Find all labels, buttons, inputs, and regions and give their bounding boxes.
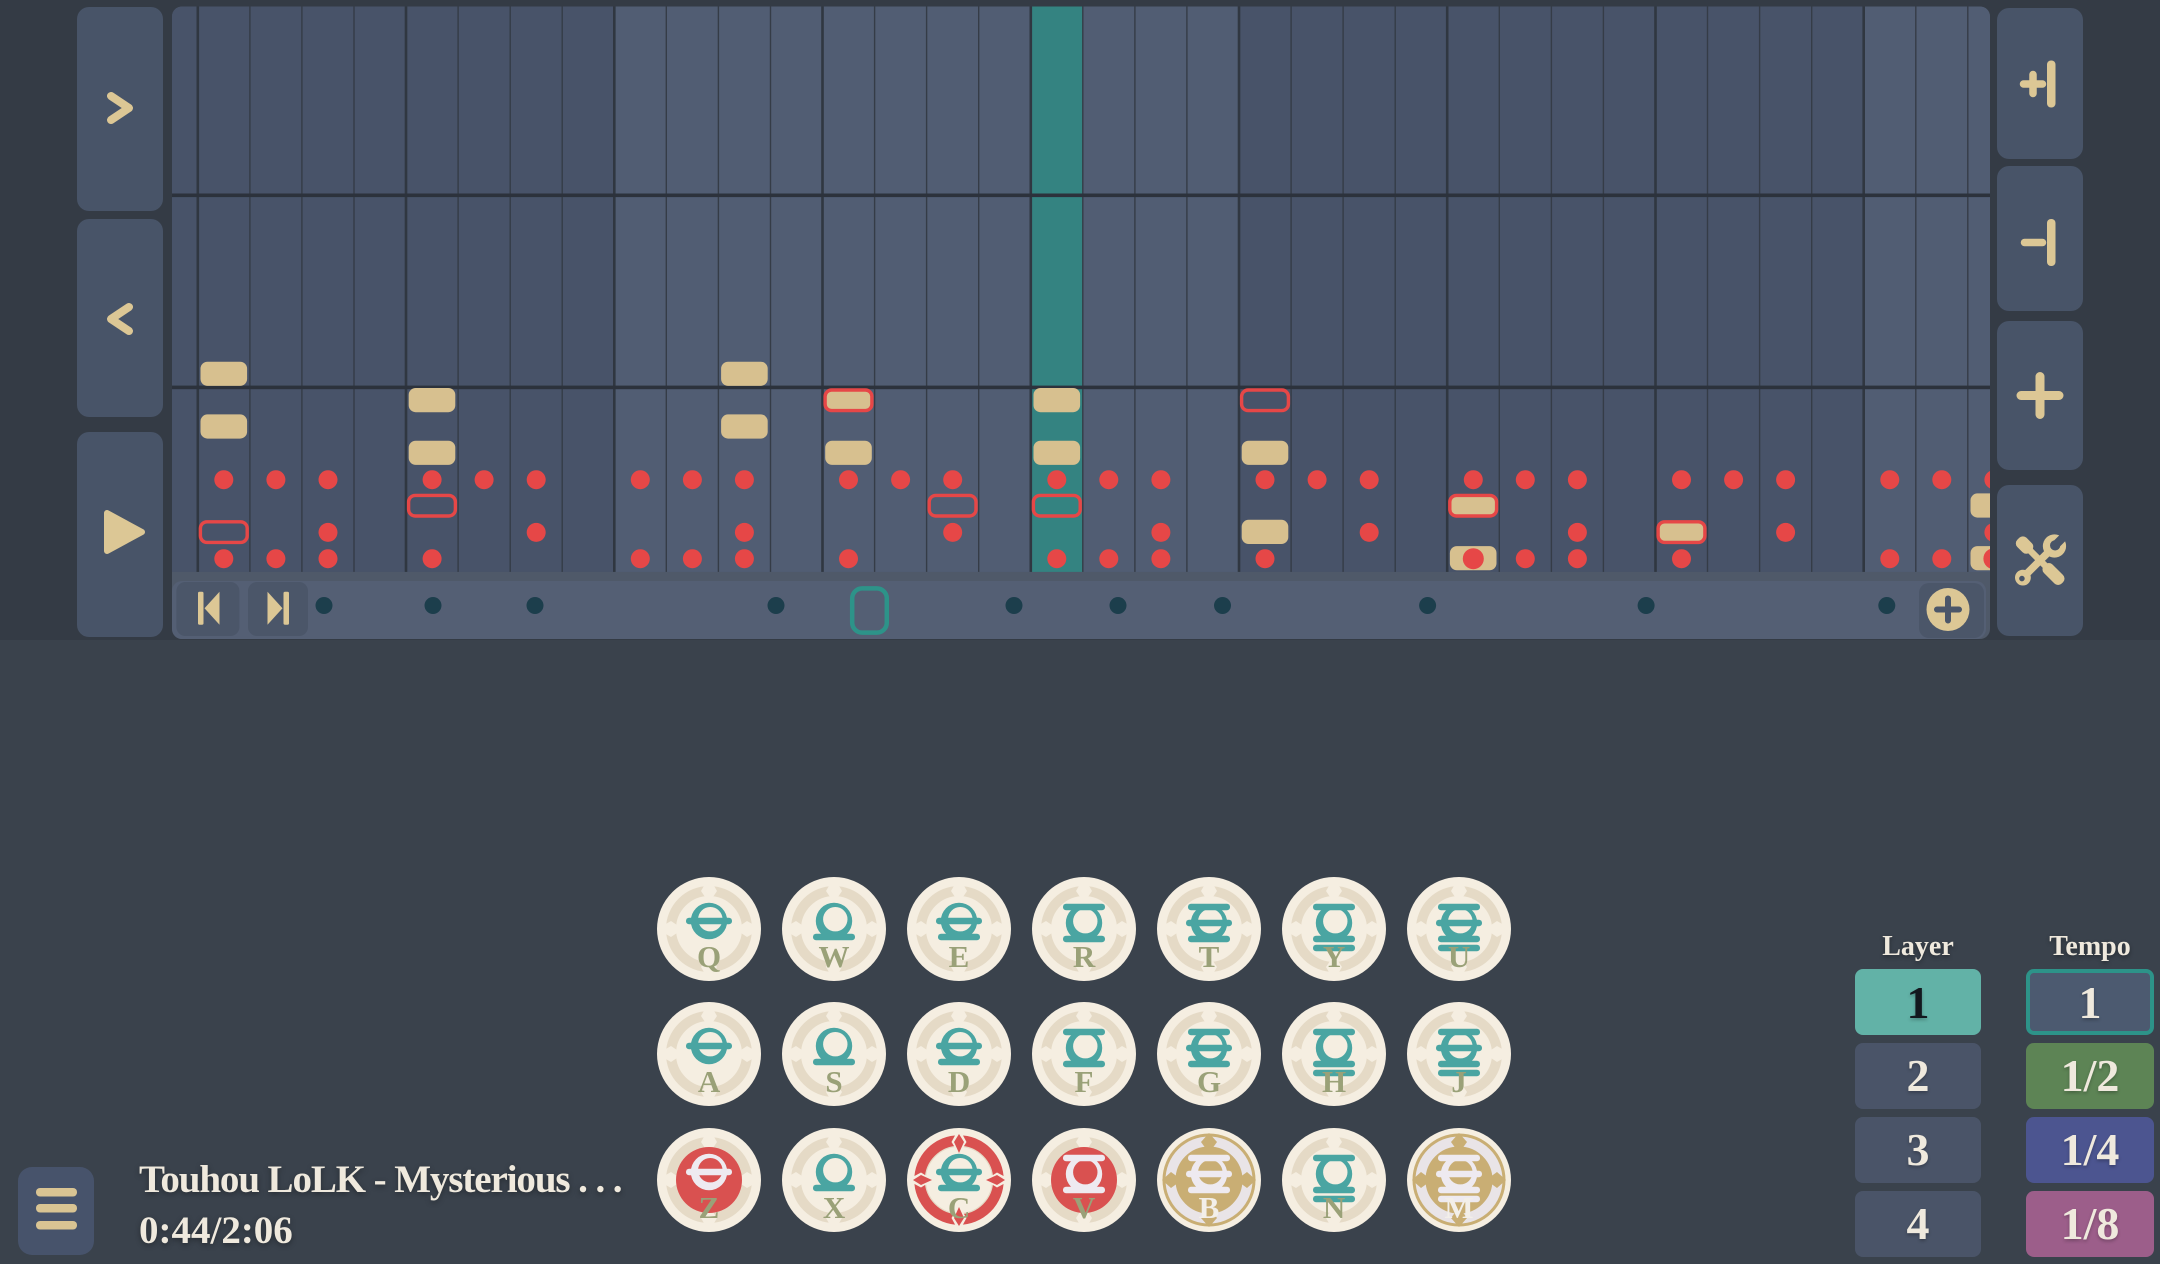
svg-text:M: M bbox=[1444, 1190, 1473, 1225]
svg-text:D: D bbox=[948, 1064, 970, 1099]
svg-text:U: U bbox=[1448, 939, 1470, 974]
svg-text:E: E bbox=[949, 939, 970, 974]
svg-text:F: F bbox=[1075, 1064, 1094, 1099]
svg-text:J: J bbox=[1451, 1064, 1467, 1099]
svg-text:W: W bbox=[819, 939, 850, 974]
svg-text:S: S bbox=[825, 1064, 842, 1099]
svg-text:T: T bbox=[1199, 939, 1220, 974]
svg-text:X: X bbox=[823, 1190, 846, 1225]
svg-text:R: R bbox=[1073, 939, 1096, 974]
svg-text:V: V bbox=[1073, 1190, 1096, 1225]
svg-text:Q: Q bbox=[697, 939, 721, 974]
svg-text:Y: Y bbox=[1323, 939, 1345, 974]
svg-text:Z: Z bbox=[699, 1190, 720, 1225]
svg-text:N: N bbox=[1323, 1190, 1345, 1225]
svg-text:A: A bbox=[698, 1064, 721, 1099]
svg-text:B: B bbox=[1199, 1190, 1220, 1225]
svg-text:H: H bbox=[1322, 1064, 1346, 1099]
svg-text:C: C bbox=[948, 1190, 970, 1225]
svg-text:G: G bbox=[1197, 1064, 1221, 1099]
